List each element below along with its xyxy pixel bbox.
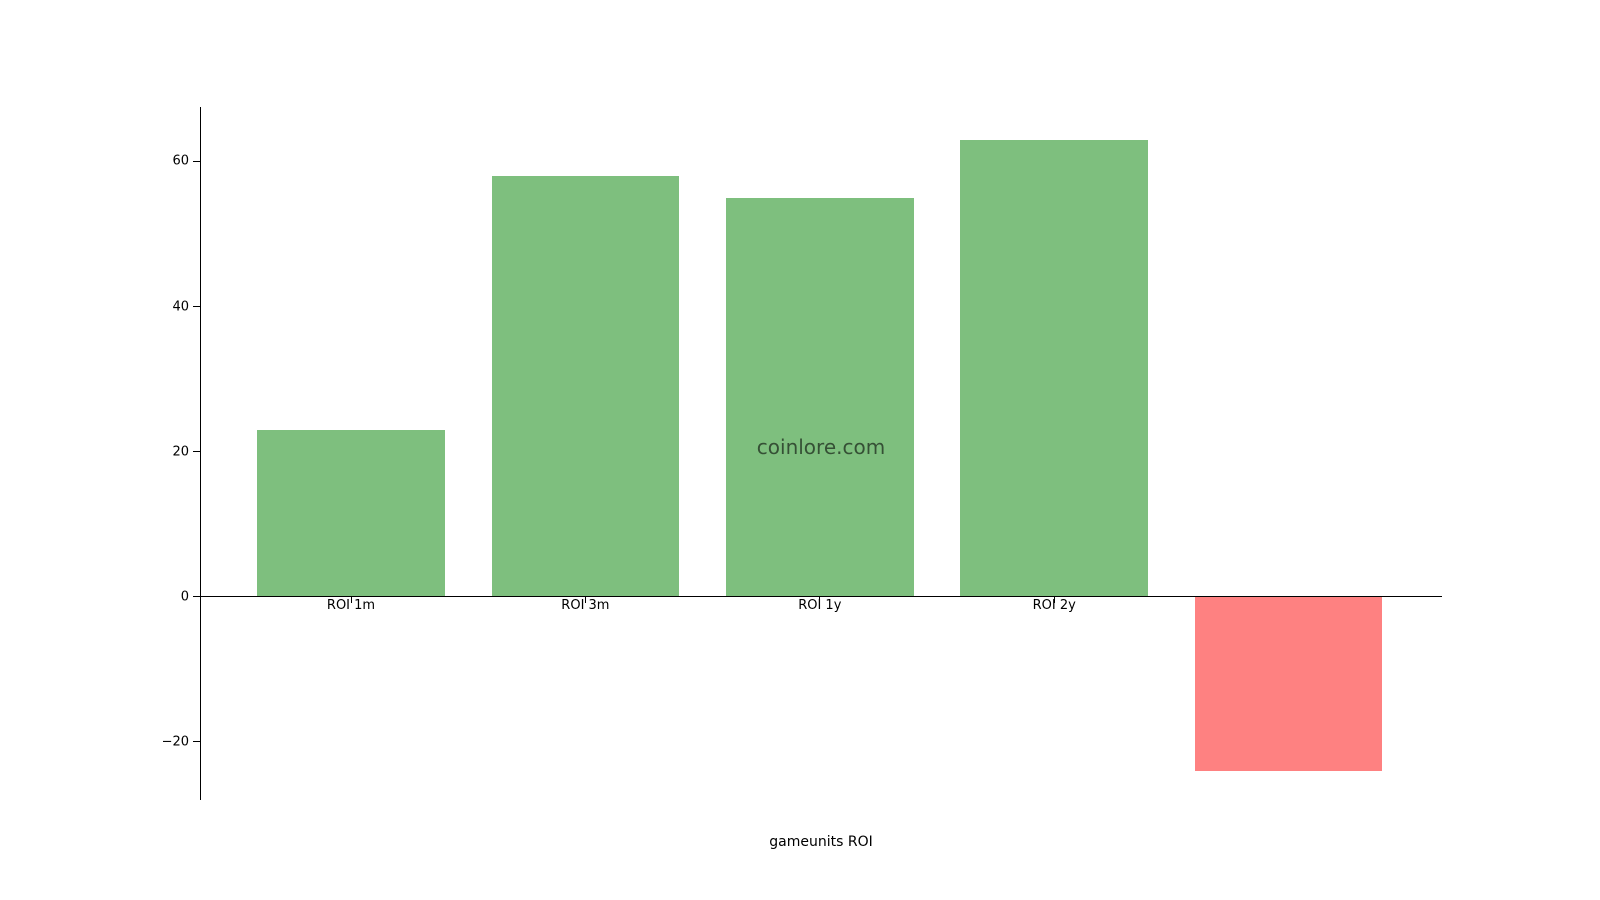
bar-5-negative [1194, 596, 1383, 771]
bar-roi-2y [960, 139, 1148, 597]
x-tick-mark-1 [350, 596, 352, 603]
bar-roi-1y [726, 197, 914, 597]
y-tick-label-60: 60 [172, 153, 189, 169]
y-tick-mark-0 [193, 596, 200, 598]
x-tick-label-roi-2y: ROI 2y [1032, 597, 1076, 613]
y-axis-spine [200, 107, 201, 800]
x-tick-label-roi-1y: ROI 1y [798, 597, 842, 613]
x-tick-label-roi-1m: ROI 1m [326, 597, 376, 613]
y-tick-label-0: 0 [180, 589, 189, 605]
y-tick-label--20: −20 [161, 734, 189, 750]
x-axis-title: gameunits ROI [769, 834, 873, 850]
y-tick-mark-20 [193, 451, 200, 453]
y-tick-mark-60 [193, 160, 200, 162]
x-tick-mark-2 [584, 596, 586, 603]
x-axis-zero-line [200, 596, 1442, 598]
x-tick-label-roi-3m: ROI 3m [561, 597, 610, 613]
y-tick-mark--20 [193, 741, 200, 743]
y-tick-label-40: 40 [172, 299, 189, 315]
y-tick-label-20: 20 [172, 444, 189, 460]
x-tick-mark-4 [1053, 596, 1055, 603]
bar-roi-3m [491, 175, 680, 597]
x-tick-mark-3 [819, 596, 821, 603]
watermark-text: coinlore.com [756, 435, 886, 459]
bar-roi-1m [257, 429, 445, 597]
y-tick-mark-40 [193, 306, 200, 308]
